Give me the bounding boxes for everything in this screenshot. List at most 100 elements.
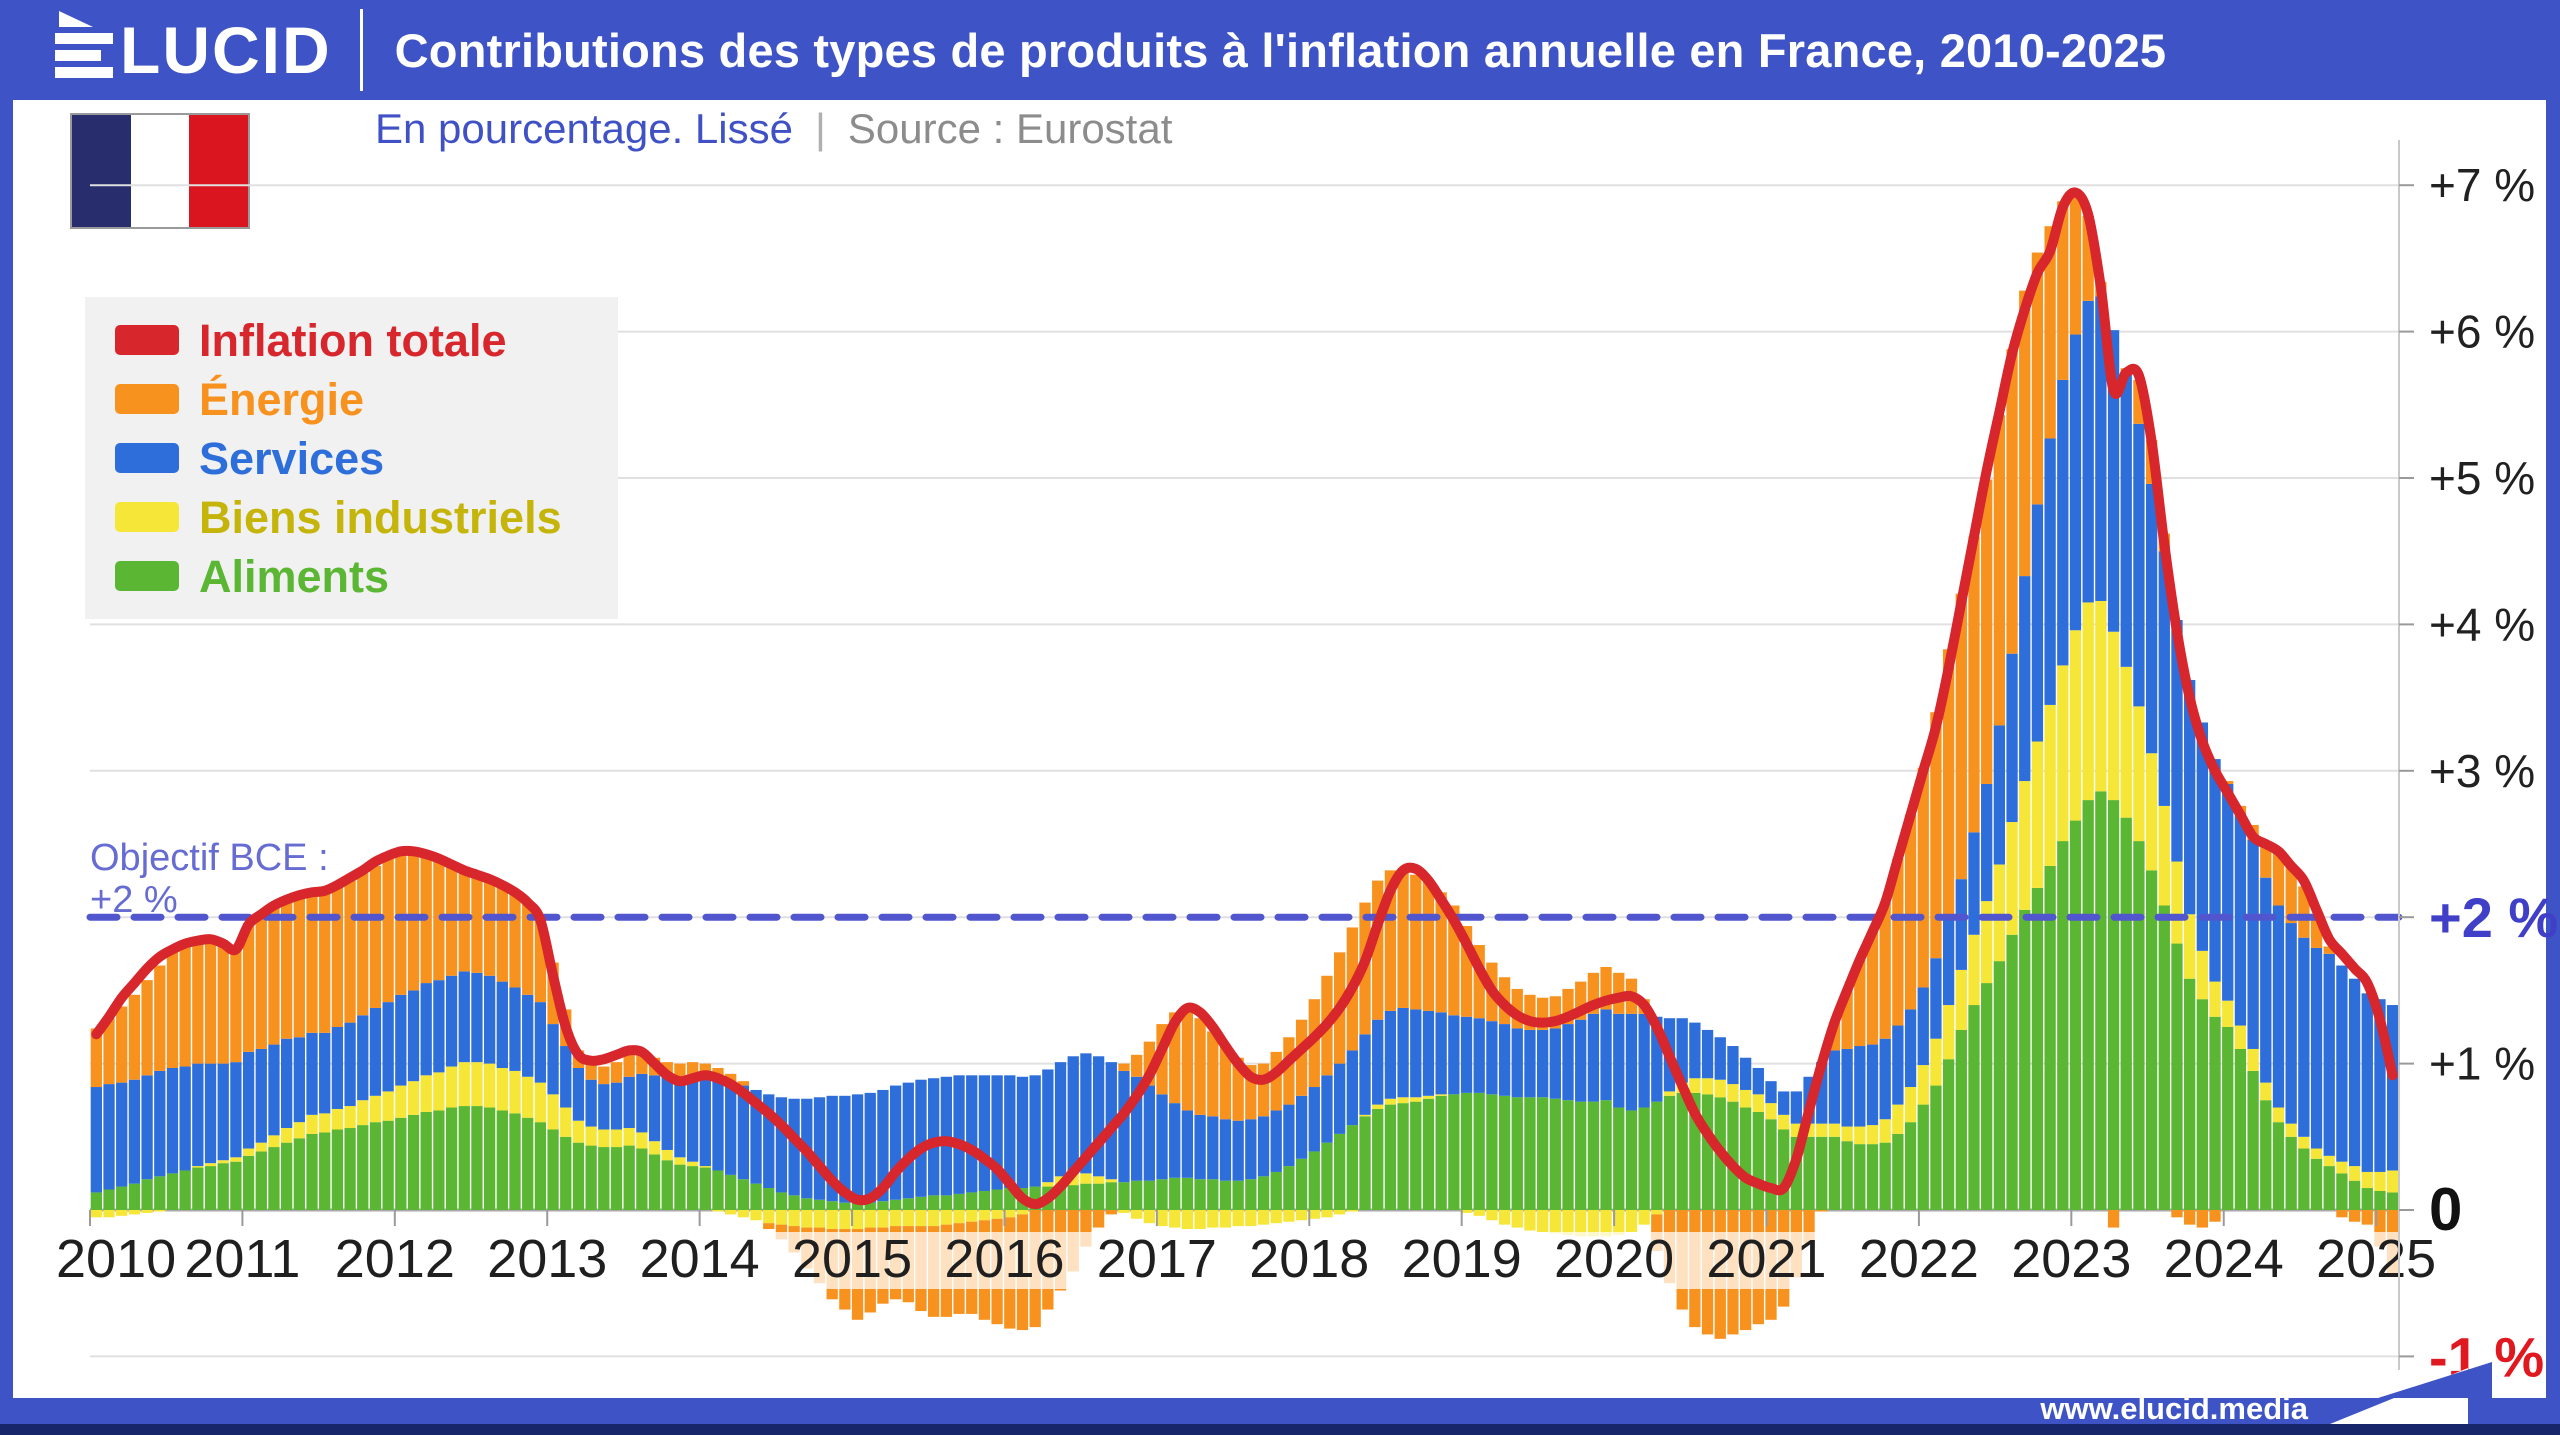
bar-segment bbox=[1143, 1180, 1155, 1210]
bar-segment bbox=[1321, 1075, 1333, 1143]
bar-segment bbox=[471, 1106, 483, 1210]
bar-segment bbox=[128, 1079, 141, 1184]
bar-segment bbox=[1778, 1091, 1790, 1115]
bar-segment bbox=[1029, 1186, 1041, 1210]
bar-segment bbox=[420, 1111, 432, 1210]
bar-segment bbox=[90, 1087, 102, 1193]
bar-segment bbox=[1435, 1012, 1447, 1095]
bar-segment bbox=[2323, 953, 2335, 1156]
bar-segment bbox=[2107, 631, 2120, 801]
bar-segment bbox=[1194, 1179, 1206, 1210]
bar-segment bbox=[1790, 1123, 1803, 1137]
logo-text: LUCID bbox=[120, 13, 332, 87]
bar-segment bbox=[2310, 1158, 2323, 1210]
bar-segment bbox=[648, 1075, 661, 1142]
bar-segment bbox=[953, 1075, 965, 1194]
bar-segment bbox=[2285, 1136, 2297, 1210]
bar-segment bbox=[2387, 1192, 2399, 1210]
bar-segment bbox=[1270, 1051, 1282, 1111]
bar-segment bbox=[775, 1097, 788, 1193]
bar-segment bbox=[1968, 536, 1980, 833]
annotation-objectif-bce-line2: +2 % bbox=[90, 879, 178, 921]
bar-segment bbox=[1448, 1094, 1460, 1210]
bar-segment bbox=[2348, 978, 2361, 1167]
bar-segment bbox=[522, 902, 534, 995]
bar-segment bbox=[1448, 1015, 1460, 1095]
flag-stripe-red bbox=[189, 115, 249, 227]
bar-segment bbox=[357, 1125, 369, 1210]
bar-segment bbox=[826, 1201, 838, 1210]
bar-segment bbox=[1613, 1013, 1625, 1108]
page-title: Contributions des types de produits à l'… bbox=[394, 23, 2167, 77]
bar-segment bbox=[940, 1076, 953, 1196]
bar-segment bbox=[2336, 1210, 2348, 1218]
bar-segment bbox=[674, 1164, 686, 1210]
bar-segment bbox=[1638, 1013, 1650, 1108]
bar-segment bbox=[585, 1126, 597, 1146]
bar-segment bbox=[242, 1155, 255, 1210]
bar-segment bbox=[1219, 1046, 1232, 1120]
bar-segment bbox=[331, 1129, 344, 1210]
bar-segment bbox=[1346, 1050, 1358, 1126]
bar-segment bbox=[1219, 1210, 1232, 1228]
bar-segment bbox=[1067, 1056, 1079, 1174]
bar-segment bbox=[1892, 1025, 1904, 1105]
bar-segment bbox=[712, 1170, 724, 1210]
bar-segment bbox=[407, 1081, 420, 1115]
bar-segment bbox=[1169, 1103, 1181, 1178]
bar-segment bbox=[344, 1128, 356, 1210]
bar-segment bbox=[1955, 593, 1967, 880]
bar-segment bbox=[154, 1070, 166, 1177]
bar-segment bbox=[737, 1210, 750, 1218]
bar-segment bbox=[1917, 1065, 1929, 1105]
bar-segment bbox=[1524, 994, 1536, 1030]
bar-segment bbox=[1270, 1110, 1282, 1172]
bar-segment bbox=[1968, 934, 1980, 1006]
bar-segment bbox=[1600, 966, 1612, 1010]
bar-segment bbox=[1042, 1182, 1054, 1187]
bar-segment bbox=[1575, 1019, 1587, 1102]
bar-segment bbox=[1460, 1210, 1473, 1213]
bar-segment bbox=[357, 1015, 369, 1101]
bar-segment bbox=[928, 1078, 940, 1196]
bar-segment bbox=[699, 1166, 711, 1168]
bar-segment bbox=[902, 1198, 914, 1210]
x-label-2011: 2011 bbox=[184, 1229, 300, 1289]
bar-segment bbox=[1283, 1037, 1295, 1105]
bar-segment bbox=[1600, 1210, 1612, 1237]
bar-segment bbox=[395, 1117, 407, 1210]
bar-segment bbox=[686, 1076, 699, 1162]
bar-segment bbox=[242, 923, 255, 1052]
bar-segment bbox=[2044, 226, 2056, 439]
bar-segment bbox=[1245, 1210, 1257, 1227]
x-label-2012: 2012 bbox=[335, 1229, 455, 1289]
bar-segment bbox=[2057, 201, 2069, 380]
bar-segment bbox=[1854, 1144, 1866, 1210]
bar-segment bbox=[1498, 1210, 1511, 1225]
bar-segment bbox=[1295, 1158, 1308, 1210]
bar-segment bbox=[1410, 1101, 1422, 1210]
bar-segment bbox=[2374, 1171, 2386, 1191]
legend-swatch bbox=[115, 325, 179, 355]
bar-segment bbox=[116, 1186, 128, 1210]
bar-segment bbox=[1765, 1103, 1777, 1120]
bar-segment bbox=[1625, 1013, 1638, 1111]
bar-segment bbox=[1232, 1120, 1244, 1181]
bar-segment bbox=[1651, 1210, 1663, 1215]
bar-segment bbox=[915, 1079, 927, 1197]
bar-segment bbox=[1460, 925, 1473, 1017]
legend-label: Services bbox=[199, 432, 385, 484]
bar-segment bbox=[2387, 1170, 2399, 1193]
bar-segment bbox=[1942, 920, 1955, 1006]
bar-segment bbox=[1663, 1095, 1676, 1210]
bar-segment bbox=[116, 1006, 128, 1083]
bar-segment bbox=[1866, 1125, 1879, 1145]
bar-segment bbox=[2184, 1210, 2196, 1225]
bar-segment bbox=[2158, 551, 2170, 806]
bar-segment bbox=[1511, 1097, 1523, 1210]
bar-segment bbox=[1054, 1185, 1067, 1210]
bar-segment bbox=[889, 1210, 902, 1227]
bar-segment bbox=[2145, 870, 2158, 1210]
bar-segment bbox=[725, 1082, 737, 1175]
bar-segment bbox=[1651, 1016, 1663, 1102]
